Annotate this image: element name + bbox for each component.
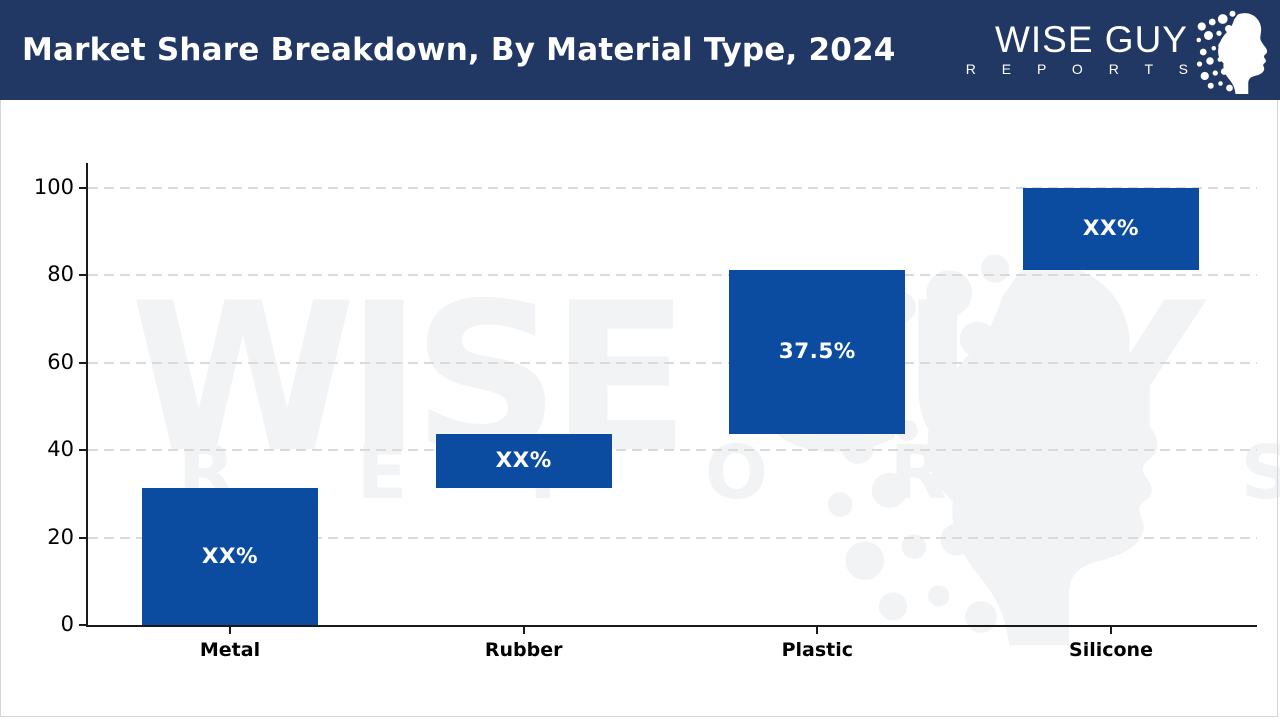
brand-logo: WISE GUY R E P O R T S [966, 4, 1270, 94]
y-tick-label: 100 [33, 174, 74, 199]
bar-rubber: XX% [435, 433, 612, 489]
category-label-silicone: Silicone [1069, 639, 1153, 661]
header-bar: Market Share Breakdown, By Material Type… [0, 0, 1280, 100]
y-tick-mark [79, 361, 88, 364]
y-tick-label: 40 [47, 437, 74, 461]
logo-wordmark: WISE GUY [994, 19, 1188, 60]
x-tick-mark [229, 625, 231, 634]
bar-value-label: 37.5% [778, 339, 856, 365]
logo-head-icon [1196, 10, 1268, 94]
y-tick-mark [79, 449, 88, 451]
category-label-metal: Metal [199, 639, 261, 661]
gridline-y-40 [88, 449, 1257, 451]
gridline-y-20 [88, 536, 1257, 539]
bar-value-label: XX% [1082, 216, 1140, 242]
y-axis-spine [86, 163, 88, 627]
bar-value-label: XX% [201, 544, 259, 570]
category-label-plastic: Plastic [781, 639, 854, 661]
page-border-right [1277, 100, 1278, 717]
bar-metal: XX% [142, 488, 318, 625]
gridline-y-60 [88, 361, 1257, 364]
page-border-bottom [0, 716, 1278, 717]
bar-plastic: 37.5% [729, 269, 906, 434]
bar-silicone: XX% [1023, 187, 1199, 270]
y-tick-mark [79, 536, 88, 539]
page-border-left [0, 100, 1, 717]
y-tick-label: 0 [60, 612, 74, 636]
y-tick-label: 20 [47, 524, 74, 549]
y-tick-mark [79, 274, 88, 276]
y-tick-mark [79, 624, 88, 626]
bar-value-label: XX% [495, 448, 552, 474]
category-label-rubber: Rubber [484, 639, 563, 661]
x-tick-mark [1110, 625, 1112, 634]
y-tick-label: 60 [47, 349, 74, 374]
y-tick-mark [79, 186, 88, 189]
logo-text: WISE GUY R E P O R T S [966, 20, 1188, 78]
y-tick-label: 80 [47, 262, 74, 286]
chart-area: WISE GUY R E P O R T S 0 20 40 60 80 100 XX% XX… [0, 100, 1280, 716]
x-tick-mark [816, 625, 819, 634]
gridline-y-80 [88, 274, 1257, 276]
page-title: Market Share Breakdown, By Material Type… [22, 32, 896, 68]
x-axis-spine [86, 625, 1257, 627]
x-tick-mark [522, 625, 525, 634]
gridline-y-100 [88, 186, 1257, 189]
logo-subtext: R E P O R T S [965, 61, 1199, 77]
